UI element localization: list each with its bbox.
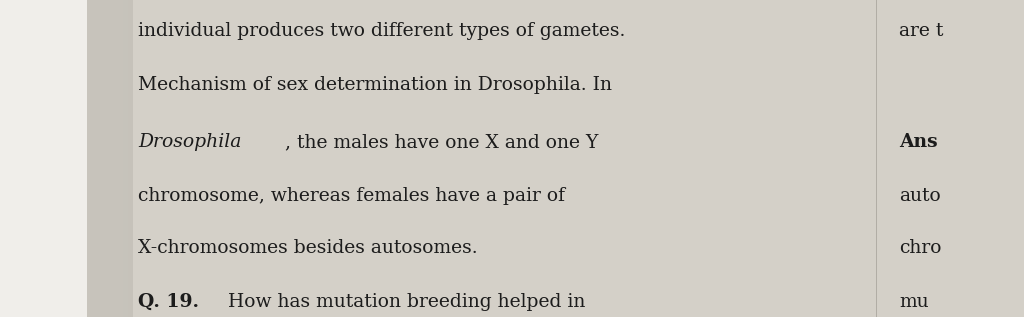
Text: , the males have one X and one Y: , the males have one X and one Y bbox=[285, 133, 598, 151]
Bar bbox=[87, 0, 90, 317]
Text: individual produces two different types of gametes.: individual produces two different types … bbox=[138, 22, 626, 40]
Text: X-chromosomes besides autosomes.: X-chromosomes besides autosomes. bbox=[138, 239, 478, 257]
Text: mu: mu bbox=[899, 293, 929, 311]
Bar bbox=[0, 0, 87, 317]
Text: Q. 19.: Q. 19. bbox=[138, 293, 200, 311]
Bar bbox=[133, 0, 1024, 317]
Bar bbox=[128, 0, 131, 317]
Bar bbox=[90, 0, 92, 317]
Text: Ans: Ans bbox=[899, 133, 938, 151]
Bar bbox=[133, 0, 135, 317]
Bar bbox=[97, 0, 100, 317]
Bar bbox=[111, 0, 113, 317]
Bar bbox=[126, 0, 128, 317]
Bar bbox=[123, 0, 126, 317]
Bar bbox=[92, 0, 95, 317]
Bar bbox=[108, 0, 111, 317]
Text: Drosophila: Drosophila bbox=[138, 133, 242, 151]
Text: are t: are t bbox=[899, 22, 943, 40]
Text: Mechanism of sex determination in Drosophila. In: Mechanism of sex determination in Drosop… bbox=[138, 76, 612, 94]
Text: chromosome, whereas females have a pair of: chromosome, whereas females have a pair … bbox=[138, 187, 565, 205]
Bar bbox=[100, 0, 102, 317]
Bar bbox=[116, 0, 118, 317]
Bar bbox=[105, 0, 108, 317]
Text: How has mutation breeding helped in: How has mutation breeding helped in bbox=[222, 293, 586, 311]
Bar bbox=[121, 0, 123, 317]
Bar bbox=[118, 0, 121, 317]
Bar bbox=[113, 0, 116, 317]
Text: auto: auto bbox=[899, 187, 941, 205]
Text: chro: chro bbox=[899, 239, 942, 257]
Bar bbox=[102, 0, 105, 317]
Bar bbox=[131, 0, 133, 317]
Bar bbox=[94, 0, 97, 317]
Bar bbox=[135, 0, 138, 317]
